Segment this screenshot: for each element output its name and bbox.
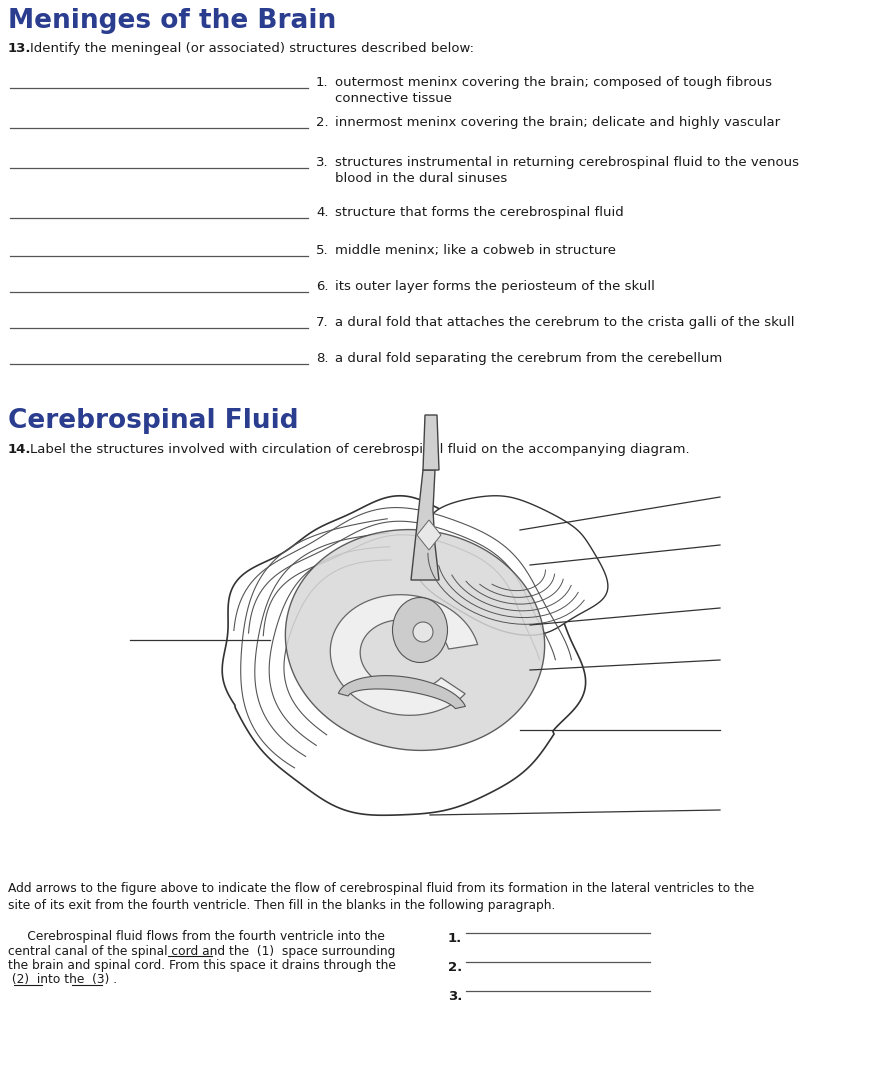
Polygon shape bbox=[339, 676, 465, 708]
Text: 6.: 6. bbox=[316, 280, 328, 293]
Text: a dural fold separating the cerebrum from the cerebellum: a dural fold separating the cerebrum fro… bbox=[335, 352, 722, 365]
Text: middle meninx; like a cobweb in structure: middle meninx; like a cobweb in structur… bbox=[335, 244, 616, 257]
Text: Label the structures involved with circulation of cerebrospinal fluid on the acc: Label the structures involved with circu… bbox=[30, 443, 690, 456]
Text: its outer layer forms the periosteum of the skull: its outer layer forms the periosteum of … bbox=[335, 280, 655, 293]
Text: 14.: 14. bbox=[8, 443, 31, 456]
Text: Cerebrospinal fluid flows from the fourth ventricle into the: Cerebrospinal fluid flows from the fourt… bbox=[8, 930, 385, 943]
Text: 5.: 5. bbox=[316, 244, 328, 257]
Text: 2.: 2. bbox=[448, 961, 462, 974]
Polygon shape bbox=[416, 496, 608, 636]
Text: Meninges of the Brain: Meninges of the Brain bbox=[8, 8, 336, 34]
Ellipse shape bbox=[393, 598, 448, 663]
Polygon shape bbox=[417, 520, 441, 550]
Text: outermost meninx covering the brain; composed of tough fibrous
connective tissue: outermost meninx covering the brain; com… bbox=[335, 76, 772, 105]
Text: 3.: 3. bbox=[448, 990, 463, 1003]
Text: structure that forms the cerebrospinal fluid: structure that forms the cerebrospinal f… bbox=[335, 206, 623, 219]
Text: central canal of the spinal cord and the  (1)  space surrounding: central canal of the spinal cord and the… bbox=[8, 944, 395, 957]
Text: 7.: 7. bbox=[316, 316, 328, 329]
Text: Identify the meningeal (or associated) structures described below:: Identify the meningeal (or associated) s… bbox=[30, 42, 474, 55]
Text: a dural fold that attaches the cerebrum to the crista galli of the skull: a dural fold that attaches the cerebrum … bbox=[335, 316, 794, 329]
Text: Add arrows to the figure above to indicate the flow of cerebrospinal fluid from : Add arrows to the figure above to indica… bbox=[8, 882, 754, 913]
Text: the brain and spinal cord. From this space it drains through the: the brain and spinal cord. From this spa… bbox=[8, 960, 395, 973]
Text: 1.: 1. bbox=[316, 76, 328, 89]
Polygon shape bbox=[330, 595, 478, 715]
Polygon shape bbox=[411, 470, 439, 580]
Text: 13.: 13. bbox=[8, 42, 31, 55]
Text: Cerebrospinal Fluid: Cerebrospinal Fluid bbox=[8, 408, 299, 434]
Polygon shape bbox=[285, 530, 545, 751]
Text: 4.: 4. bbox=[316, 206, 328, 219]
Polygon shape bbox=[423, 415, 439, 470]
Text: 8.: 8. bbox=[316, 352, 328, 365]
Text: 2.: 2. bbox=[316, 116, 328, 129]
Text: (2)  into the  (3) .: (2) into the (3) . bbox=[8, 974, 117, 987]
Text: innermost meninx covering the brain; delicate and highly vascular: innermost meninx covering the brain; del… bbox=[335, 116, 780, 129]
Polygon shape bbox=[223, 496, 586, 815]
Text: 1.: 1. bbox=[448, 932, 462, 945]
Text: structures instrumental in returning cerebrospinal fluid to the venous
blood in : structures instrumental in returning cer… bbox=[335, 156, 799, 185]
Ellipse shape bbox=[413, 622, 433, 642]
Text: 3.: 3. bbox=[316, 156, 328, 169]
